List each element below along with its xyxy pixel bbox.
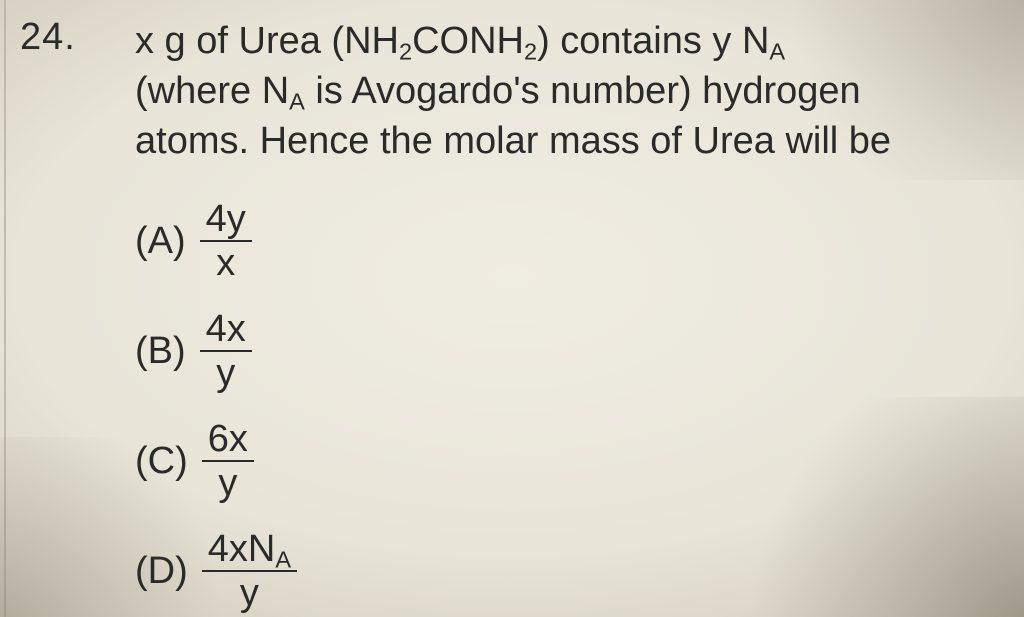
fraction-numerator: 4xNA bbox=[202, 530, 297, 572]
option-b-label: (B) bbox=[135, 332, 186, 370]
stem-text: CONH bbox=[412, 20, 524, 62]
question-stem: x g of Urea (NH2CONH2) contains y NA (wh… bbox=[135, 16, 965, 166]
fraction-numerator: 4y bbox=[200, 200, 252, 242]
stem-line1: x g of Urea (NH2CONH2) contains y NA bbox=[135, 20, 785, 62]
vignette-bottom-right bbox=[704, 397, 1024, 617]
stem-text: is Avogardo's number) hydrogen bbox=[305, 70, 861, 112]
stem-text: ) contains y N bbox=[537, 20, 769, 62]
option-a: (A) 4y x bbox=[135, 200, 297, 282]
stem-line2: (where NA is Avogardo's number) hydrogen bbox=[135, 70, 861, 112]
fraction-numerator: 6x bbox=[202, 420, 254, 462]
fraction-denominator: x bbox=[210, 242, 241, 282]
question-page: 24. x g of Urea (NH2CONH2) contains y NA… bbox=[0, 0, 1024, 617]
fraction-denominator: y bbox=[210, 352, 241, 392]
subscript: A bbox=[275, 547, 291, 573]
option-c-label: (C) bbox=[135, 442, 188, 480]
option-c: (C) 6x y bbox=[135, 420, 297, 502]
subscript: 2 bbox=[399, 39, 412, 65]
subscript: A bbox=[769, 39, 785, 65]
subscript: 2 bbox=[524, 39, 537, 65]
stem-text: x g of Urea (NH bbox=[135, 20, 399, 62]
options-block: (A) 4y x (B) 4x y (C) 6x y (D) 4x bbox=[135, 200, 297, 617]
fraction-denominator: y bbox=[234, 572, 265, 612]
option-a-label: (A) bbox=[135, 222, 186, 260]
fraction-denominator: y bbox=[212, 462, 243, 502]
option-a-fraction: 4y x bbox=[200, 200, 252, 282]
fraction-numerator: 4x bbox=[200, 310, 252, 352]
option-b-fraction: 4x y bbox=[200, 310, 252, 392]
question-number: 24. bbox=[20, 16, 76, 59]
subscript: A bbox=[289, 89, 305, 115]
stem-text: (where N bbox=[135, 70, 289, 112]
option-d-label: (D) bbox=[135, 552, 188, 590]
option-b: (B) 4x y bbox=[135, 310, 297, 392]
option-c-fraction: 6x y bbox=[202, 420, 254, 502]
page-gutter-line bbox=[4, 0, 6, 617]
option-d-fraction: 4xNA y bbox=[202, 530, 297, 612]
numerator-text: 4xN bbox=[208, 528, 276, 570]
option-d: (D) 4xNA y bbox=[135, 530, 297, 612]
stem-line3: atoms. Hence the molar mass of Urea will… bbox=[135, 120, 891, 162]
